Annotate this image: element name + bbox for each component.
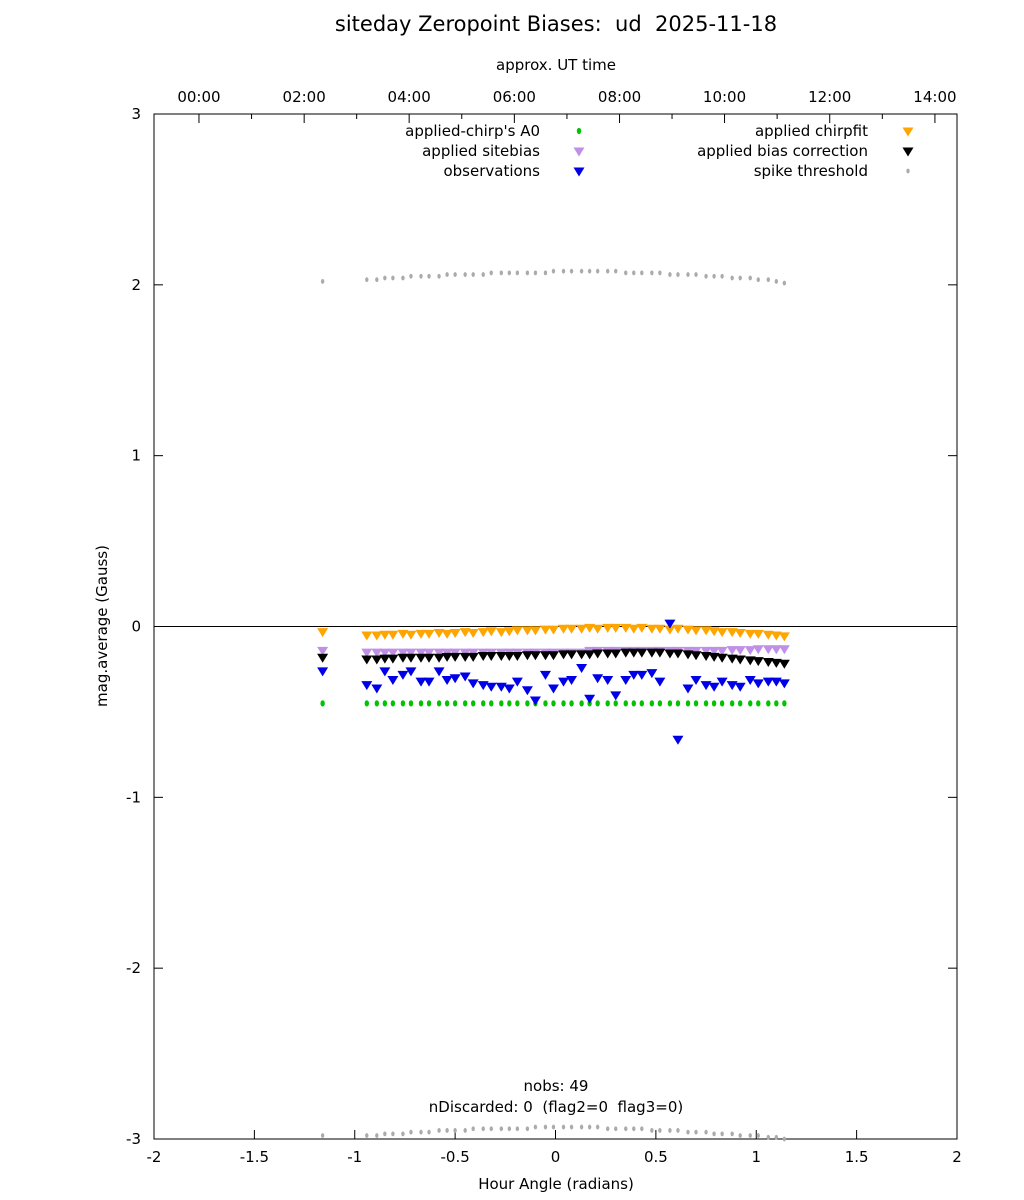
legend-label-applied-chirps-a0: applied-chirp's A0 (405, 122, 540, 140)
legend-item-applied-bias-correction: applied bias correction (482, 141, 916, 161)
legend-label-spike-threshold: spike threshold (753, 162, 868, 180)
svg-text:-3: -3 (126, 1130, 141, 1148)
svg-text:00:00: 00:00 (177, 88, 220, 106)
svg-text:08:00: 08:00 (598, 88, 641, 106)
svg-text:1: 1 (751, 1148, 761, 1166)
svg-text:0.5: 0.5 (644, 1148, 668, 1166)
svg-text:-1: -1 (347, 1148, 362, 1166)
black-triangle-marker-icon (900, 144, 916, 158)
orange-triangle-marker-icon (900, 124, 916, 138)
legend-item-spike-threshold: spike threshold (482, 161, 916, 181)
svg-text:3: 3 (131, 105, 141, 123)
svg-text:06:00: 06:00 (493, 88, 536, 106)
legend-item-applied-sitebias: applied sitebias (154, 141, 587, 161)
svg-text:-2: -2 (147, 1148, 162, 1166)
legend-item-applied-chirpfit: applied chirpfit (482, 121, 916, 141)
annotation-nobs: nobs: 49 (523, 1077, 589, 1095)
blue-triangle-marker-icon (571, 164, 587, 178)
purple-triangle-marker-icon (571, 144, 587, 158)
legend-label-applied-bias-correction: applied bias correction (697, 142, 868, 160)
svg-text:10:00: 10:00 (703, 88, 746, 106)
legend-label-observations: observations (443, 162, 540, 180)
legend-item-observations: observations (154, 161, 587, 181)
x-axis-label: Hour Angle (radians) (478, 1175, 634, 1193)
svg-text:2: 2 (952, 1148, 962, 1166)
svg-text:-1.5: -1.5 (240, 1148, 269, 1166)
legend-label-applied-chirpfit: applied chirpfit (754, 122, 868, 140)
x2-axis-label: approx. UT time (496, 56, 616, 74)
svg-text:0: 0 (551, 1148, 561, 1166)
svg-text:02:00: 02:00 (283, 88, 326, 106)
green-dot-marker-icon (571, 124, 587, 138)
svg-text:0: 0 (131, 618, 141, 636)
legend-label-applied-sitebias: applied sitebias (422, 142, 540, 160)
svg-text:2: 2 (131, 276, 141, 294)
chart-title: siteday Zeropoint Biases: ud 2025-11-18 (334, 12, 778, 36)
svg-text:1: 1 (131, 447, 141, 465)
annotation-ndiscarded: nDiscarded: 0 (flag2=0 flag3=0) (428, 1098, 684, 1116)
svg-text:1.5: 1.5 (845, 1148, 869, 1166)
svg-text:12:00: 12:00 (808, 88, 851, 106)
gray-dot-marker-icon (900, 164, 916, 178)
svg-text:14:00: 14:00 (913, 88, 956, 106)
svg-text:-0.5: -0.5 (440, 1148, 469, 1166)
svg-text:-2: -2 (126, 959, 141, 977)
svg-text:04:00: 04:00 (388, 88, 431, 106)
svg-text:-1: -1 (126, 788, 141, 806)
legend-item-applied-chirps-a0: applied-chirp's A0 (154, 121, 587, 141)
